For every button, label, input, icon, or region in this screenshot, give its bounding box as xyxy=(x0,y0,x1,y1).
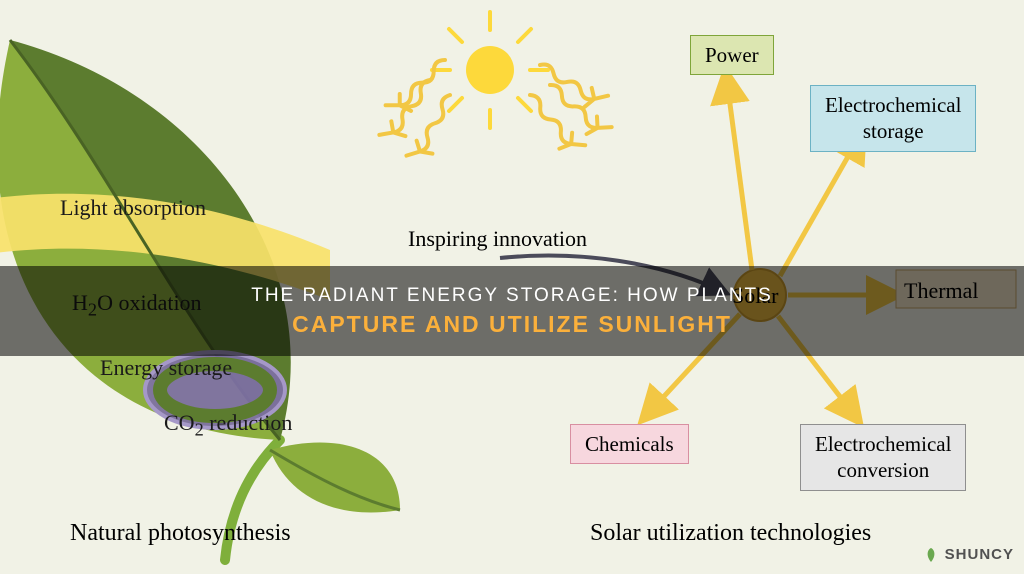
watermark: SHUNCY xyxy=(923,546,1014,563)
banner-line1: THE RADIANT ENERGY STORAGE: HOW PLANTS xyxy=(251,285,773,307)
leaf-label-3: CO2 reduction xyxy=(164,410,292,440)
leaf-small xyxy=(270,443,400,513)
label-inspiring: Inspiring innovation xyxy=(408,226,587,252)
banner-line2: CAPTURE AND UTILIZE SUNLIGHT xyxy=(292,311,732,338)
bottom-label-0: Natural photosynthesis xyxy=(70,520,291,547)
box-storage: Electrochemicalstorage xyxy=(810,85,976,152)
title-banner: THE RADIANT ENERGY STORAGE: HOW PLANTS C… xyxy=(0,266,1024,356)
box-power: Power xyxy=(690,35,774,75)
box-conv: Electrochemicalconversion xyxy=(800,424,966,491)
leaf-label-0: Light absorption xyxy=(60,195,206,221)
sun-icon xyxy=(432,12,548,128)
leaf-label-2: Energy storage xyxy=(100,355,232,381)
bottom-label-1: Solar utilization technologies xyxy=(590,520,871,547)
box-chem: Chemicals xyxy=(570,424,689,464)
